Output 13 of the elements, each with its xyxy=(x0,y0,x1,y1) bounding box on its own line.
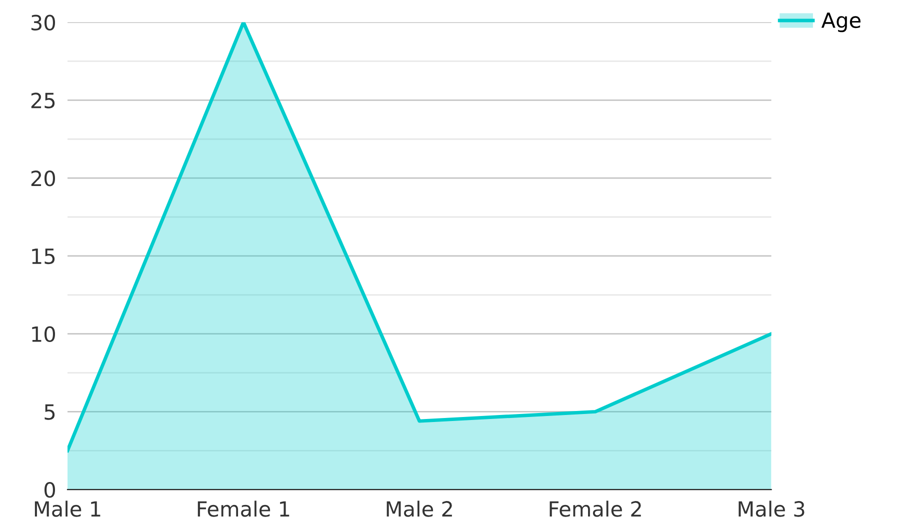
legend-label: Age xyxy=(821,12,860,32)
x-tick-label: Female 1 xyxy=(198,500,290,517)
y-tick-label: 20 xyxy=(31,170,56,186)
y-tick-label: 5 xyxy=(44,404,55,420)
x-tick-label: Male 1 xyxy=(34,500,100,517)
y-tick-label: 10 xyxy=(32,326,56,342)
y-tick-label: 30 xyxy=(31,14,56,31)
y-tick-label: 25 xyxy=(31,92,55,108)
x-tick-label: Female 2 xyxy=(550,500,641,517)
y-tick-label: 15 xyxy=(32,248,55,264)
x-tick-label: Male 2 xyxy=(386,500,452,517)
y-tick-label: 0 xyxy=(44,482,56,498)
x-tick-label: Male 3 xyxy=(738,500,804,517)
